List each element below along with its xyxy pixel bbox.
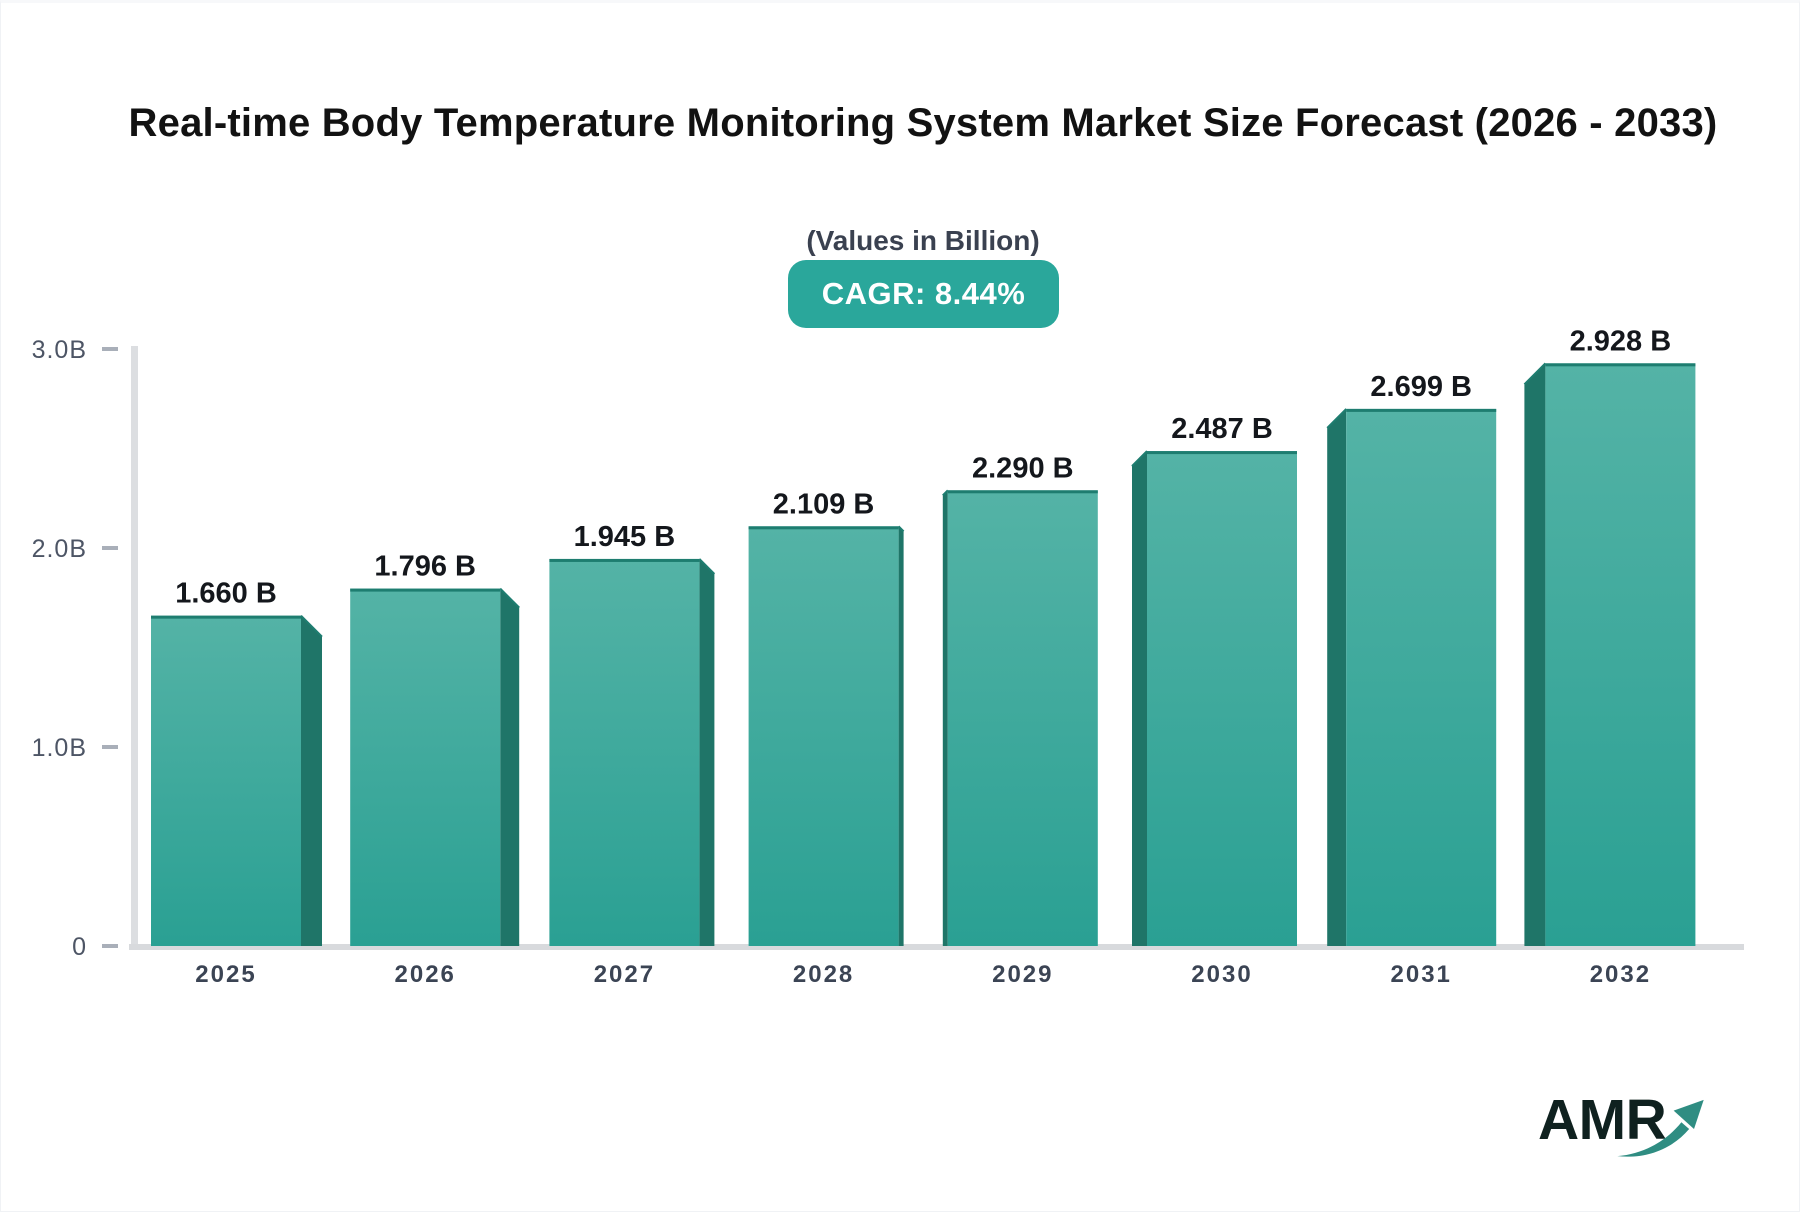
y-tick-0	[102, 944, 118, 948]
bar-2025[interactable]	[151, 615, 301, 946]
x-axis-label-2030: 2030	[1191, 961, 1252, 988]
bar-2026[interactable]	[350, 588, 501, 946]
y-tick-1.0B	[102, 745, 118, 749]
bar-2027[interactable]	[549, 558, 700, 946]
bar-top-edge-2031	[1346, 408, 1497, 412]
value-label-2027: 1.945 B	[574, 521, 676, 553]
logo-arrow-swoosh	[1617, 1122, 1690, 1157]
bar-bevel-edge-2027	[698, 558, 716, 575]
amr-logo: AMR	[1538, 1089, 1723, 1169]
bar-2032[interactable]	[1545, 363, 1696, 946]
chart-subtitle: (Values in Billion)	[806, 225, 1040, 256]
bar-2028[interactable]	[748, 526, 899, 946]
value-label-2028: 2.109 B	[773, 488, 875, 520]
value-label-2026: 1.796 B	[374, 551, 476, 583]
bar-bevel-edge-2030	[1131, 450, 1148, 467]
bar-group-2030: 2.487 B 2030	[1131, 413, 1297, 988]
bar-top-edge-2027	[549, 558, 700, 562]
bar-top-edge-2029	[947, 490, 1098, 494]
y-tick-2.0B	[102, 546, 118, 550]
bar-bevel-edge-2031	[1326, 408, 1347, 429]
y-tick-3.0B	[102, 347, 118, 351]
value-label-2029: 2.290 B	[972, 452, 1074, 484]
bar-top-edge-2025	[151, 615, 301, 619]
amr-logo-arrow-icon	[1617, 1099, 1704, 1157]
bar-group-2028: 2.109 B 2028	[748, 488, 905, 988]
bar-side-face-2028	[898, 526, 904, 946]
x-axis-label-2031: 2031	[1391, 961, 1452, 988]
chart-title: Real-time Body Temperature Monitoring Sy…	[128, 101, 1718, 145]
value-label-2031: 2.699 B	[1370, 371, 1472, 403]
bar-side-face-2026	[500, 588, 520, 946]
y-axis-label-2.0B: 2.0B	[32, 535, 87, 563]
bar-2031[interactable]	[1346, 408, 1497, 946]
cagr-badge: CAGR: 8.44%	[788, 260, 1059, 328]
bar-side-face-2032	[1524, 363, 1546, 946]
bar-group-2026: 1.796 B 2026	[350, 551, 520, 988]
y-axis-label-3.0B: 3.0B	[32, 336, 87, 364]
logo-arrow-head	[1673, 1099, 1704, 1129]
bar-2029[interactable]	[947, 490, 1098, 946]
bar-group-2029: 2.290 B 2029	[942, 452, 1098, 988]
amr-logo-text: AMR	[1538, 1088, 1667, 1152]
cagr-badge-label: CAGR: 8.44%	[821, 276, 1026, 311]
x-axis-label-2032: 2032	[1590, 961, 1651, 988]
x-axis-label-2025: 2025	[195, 961, 256, 988]
bar-group-2027: 1.945 B 2027	[549, 521, 716, 988]
x-axis-label-2028: 2028	[793, 961, 854, 988]
value-label-2025: 1.660 B	[175, 578, 277, 610]
bar-bevel-edge-2032	[1523, 362, 1547, 386]
bar-side-face-2030	[1132, 451, 1147, 946]
x-axis-label-2026: 2026	[395, 961, 456, 988]
bar-side-face-2031	[1327, 408, 1347, 946]
y-axis-label-1.0B: 1.0B	[32, 734, 87, 762]
bar-top-edge-2026	[350, 588, 501, 592]
value-label-2032: 2.928 B	[1570, 325, 1672, 357]
y-axis-label-0: 0	[72, 933, 87, 961]
bar-group-2032: 2.928 B 2032	[1523, 325, 1696, 988]
bar-2030[interactable]	[1147, 451, 1297, 946]
x-axis-line	[129, 944, 1744, 950]
bar-chart: 0 1.0B 2.0B 3.0B 1.660 B 2025 1.796 B 2026 1.945…	[32, 325, 1744, 988]
bar-top-edge-2030	[1147, 451, 1297, 455]
bar-bevel-edge-2026	[499, 587, 520, 609]
x-axis-label-2027: 2027	[594, 961, 655, 988]
bar-top-edge-2028	[748, 526, 899, 530]
bar-bevel-edge-2025	[300, 614, 323, 638]
bar-group-2031: 2.699 B 2031	[1326, 371, 1497, 988]
x-axis-label-2029: 2029	[992, 961, 1053, 988]
value-label-2030: 2.487 B	[1171, 413, 1273, 445]
y-axis-line	[131, 346, 138, 946]
bar-bevel-edge-2029	[942, 489, 949, 496]
bar-bevel-edge-2028	[897, 525, 905, 533]
bar-side-face-2025	[301, 615, 322, 946]
bar-group-2025: 1.660 B 2025	[151, 578, 323, 988]
bar-top-edge-2032	[1545, 363, 1696, 367]
bar-side-face-2029	[942, 490, 948, 946]
bar-side-face-2027	[699, 558, 715, 946]
